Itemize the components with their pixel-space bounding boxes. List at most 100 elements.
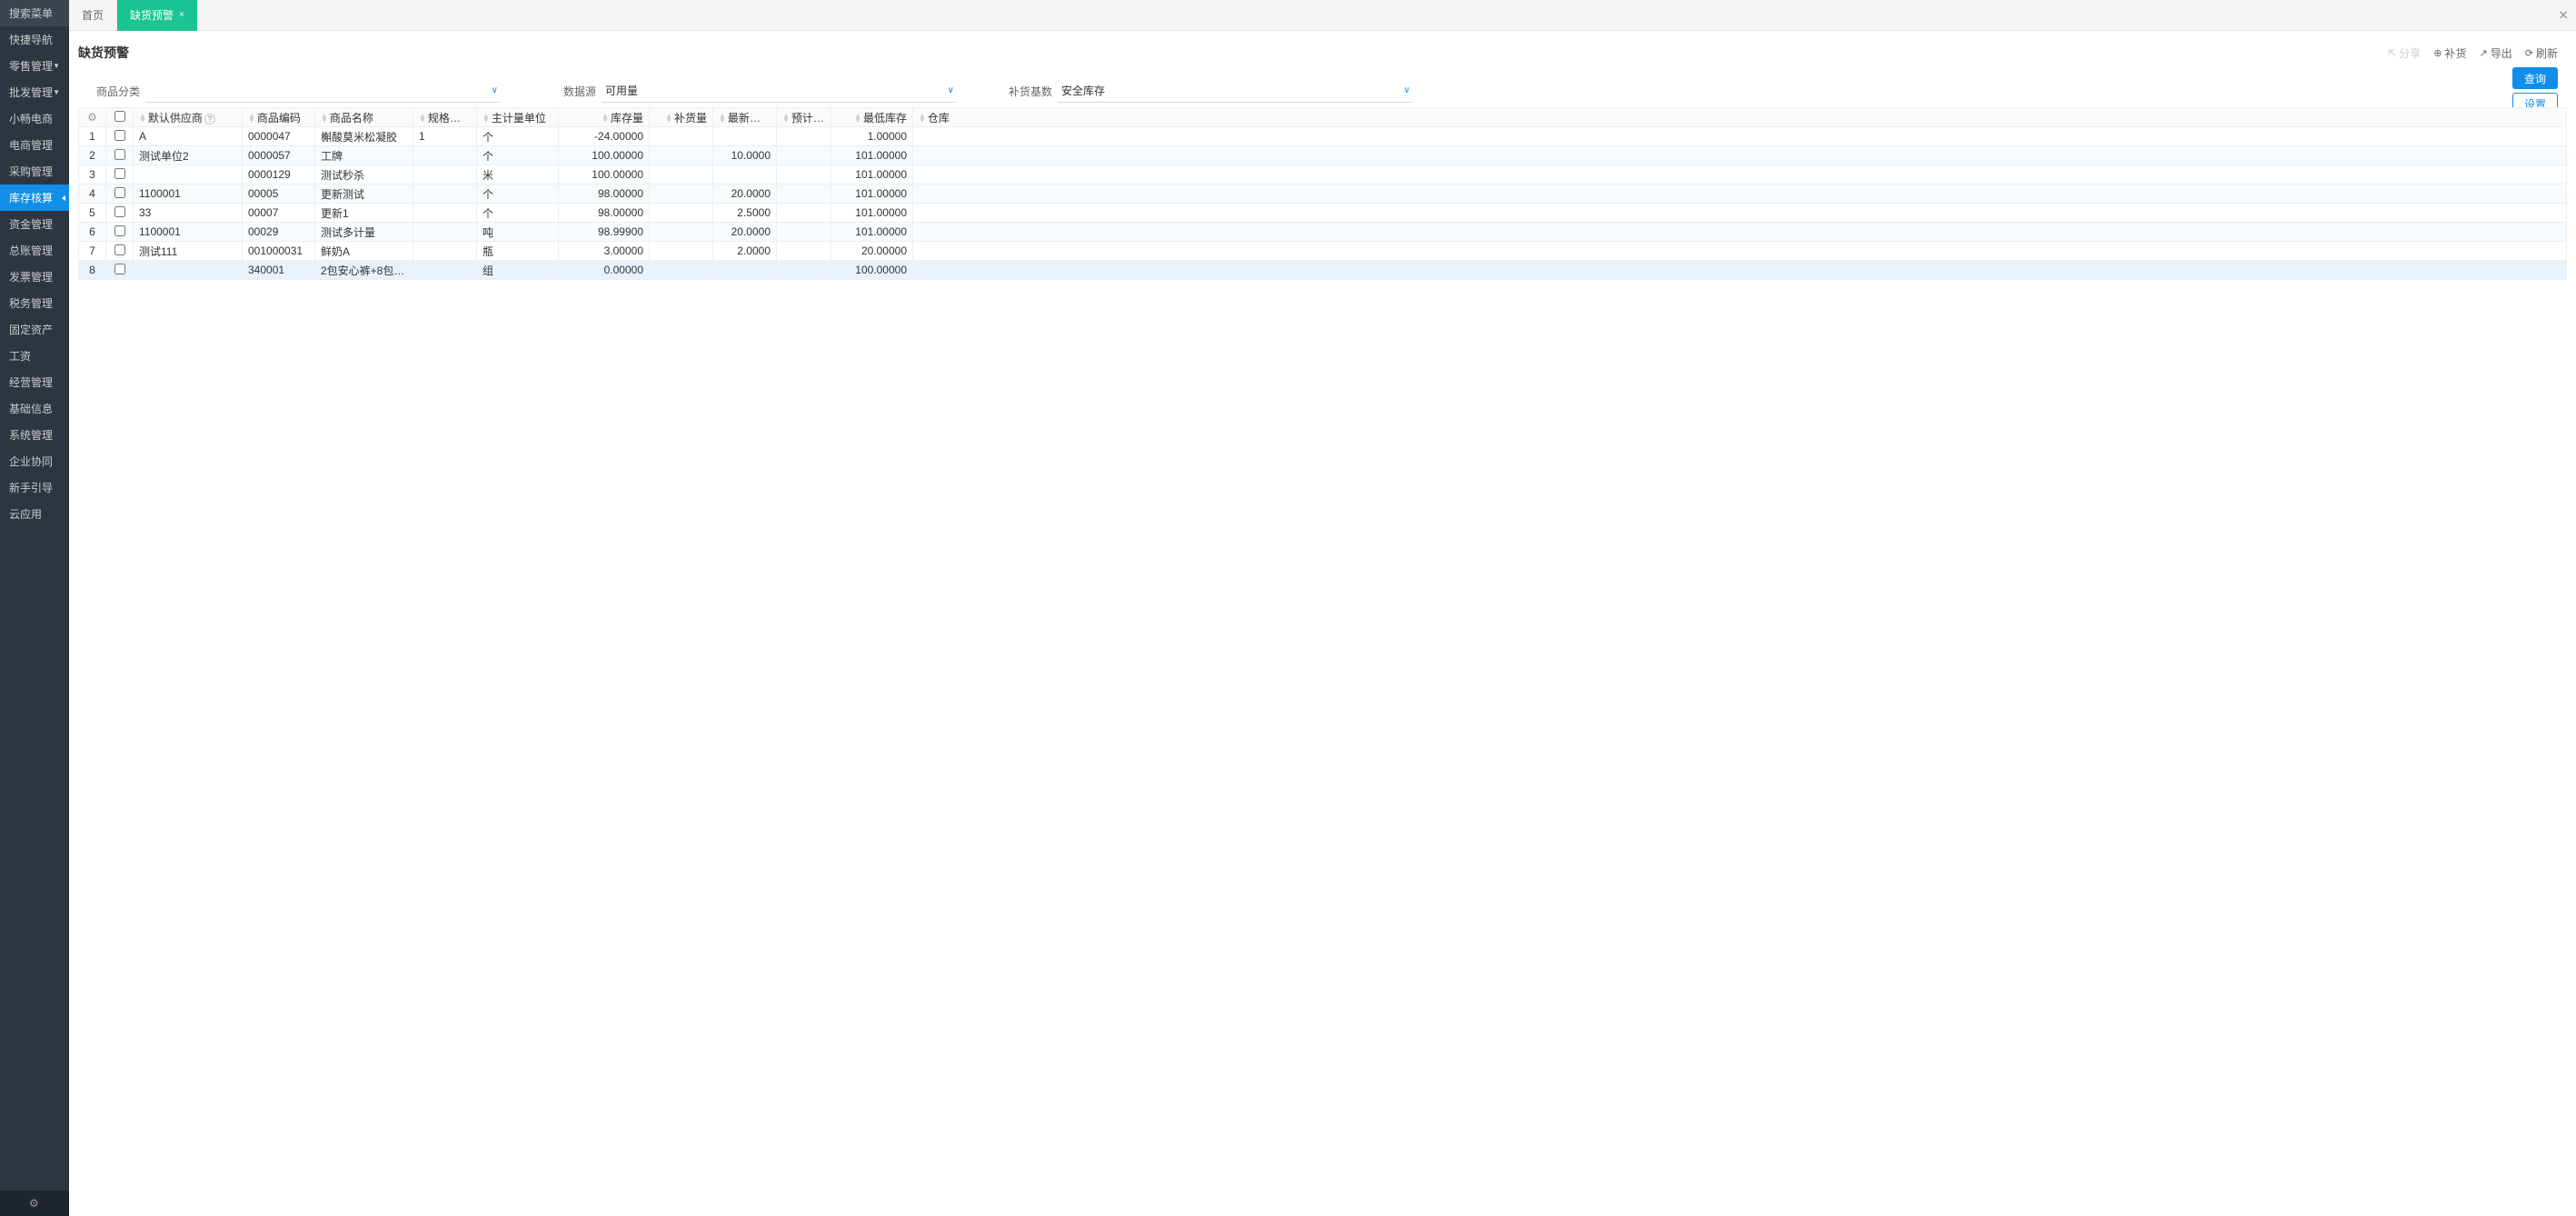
table-cell (777, 242, 831, 261)
table-cell (913, 146, 2567, 165)
table-cell (777, 261, 831, 280)
col-replen-header[interactable]: ▲▼补货量 (650, 108, 713, 127)
basis-filter-value: 安全库存 (1061, 83, 1105, 98)
chevron-down-icon: ∨ (1404, 85, 1410, 95)
table-row[interactable]: 2测试单位20000057工牌个100.0000010.0000101.0000… (79, 146, 2567, 165)
filter-bar: 商品分类 ∨ 数据源 可用量 ∨ 补货基数 安全库存 ∨ (69, 75, 2576, 107)
row-checkbox[interactable] (114, 244, 125, 255)
table-row[interactable]: 30000129测试秒杀米100.00000101.00000 (79, 165, 2567, 184)
table-cell: 101.00000 (831, 165, 913, 184)
table-cell: 1100001 (134, 223, 243, 242)
sidebar-item[interactable]: 总账管理 (0, 237, 69, 264)
tab[interactable]: 首页 (69, 0, 117, 31)
col-stock-header[interactable]: ▲▼库存量 (559, 108, 650, 127)
sidebar-item[interactable]: 零售管理▼ (0, 53, 69, 79)
sidebar-item[interactable]: 新手引导 (0, 474, 69, 501)
col-unit-header[interactable]: ▲▼主计量单位 (477, 108, 559, 127)
table-row[interactable]: 7测试111001000031鲜奶A瓶3.000002.000020.00000 (79, 242, 2567, 261)
table-row[interactable]: 6110000100029测试多计量吨98.9990020.0000101.00… (79, 223, 2567, 242)
table-cell: 2.0000 (713, 242, 777, 261)
help-icon[interactable]: ? (204, 114, 215, 125)
basis-filter-select[interactable]: 安全库存 ∨ (1058, 79, 1412, 103)
table-cell (777, 127, 831, 146)
sidebar-item[interactable]: 云应用 (0, 501, 69, 527)
sidebar-item[interactable]: 基础信息 (0, 395, 69, 422)
table-cell: 1.00000 (831, 127, 913, 146)
col-est-header[interactable]: ▲▼预计采购... (777, 108, 831, 127)
category-filter-select[interactable]: ∨ (145, 79, 500, 103)
sidebar-item[interactable]: 经营管理 (0, 369, 69, 395)
table-cell (413, 184, 477, 204)
col-price-header[interactable]: ▲▼最新进价 (713, 108, 777, 127)
export-button[interactable]: ↗ 导出 (2480, 45, 2512, 61)
sidebar-item[interactable]: 搜索菜单 (0, 0, 69, 26)
sidebar-item[interactable]: 小畅电商 (0, 105, 69, 132)
row-checkbox[interactable] (114, 264, 125, 274)
table-cell (413, 242, 477, 261)
table-row[interactable]: 1A0000047槲酸莫米松凝胶1个-24.000001.00000 (79, 127, 2567, 146)
sidebar-item[interactable]: 固定资产 (0, 316, 69, 343)
select-all-checkbox[interactable] (114, 111, 125, 122)
col-code-header[interactable]: ▲▼商品编码 (243, 108, 315, 127)
close-all-tabs-icon[interactable]: ✕ (2558, 7, 2569, 23)
col-spec-header[interactable]: ▲▼规格型号 (413, 108, 477, 127)
col-supplier-header[interactable]: ▲▼默认供应商? (134, 108, 243, 127)
table-cell (777, 146, 831, 165)
table-checkall-header[interactable] (106, 108, 134, 127)
sidebar-item-label: 搜索菜单 (9, 5, 53, 21)
share-button[interactable]: ⇱ 分享 (2388, 45, 2421, 61)
table-cell (713, 127, 777, 146)
sidebar-item[interactable]: 电商管理 (0, 132, 69, 158)
sidebar-item[interactable]: 资金管理 (0, 211, 69, 237)
export-label: 导出 (2491, 45, 2512, 61)
sidebar-item-label: 税务管理 (9, 295, 53, 311)
table-cell: 6 (79, 223, 106, 242)
table-cell (650, 261, 713, 280)
table-cell (913, 184, 2567, 204)
sidebar-item-label: 工资 (9, 348, 31, 364)
col-wh-header[interactable]: ▲▼仓库 (913, 108, 2567, 127)
table-row[interactable]: 83400012包安心裤+8包厨房湿巾组0.00000100.00000 (79, 261, 2567, 280)
table-cell: 个 (477, 184, 559, 204)
row-checkbox[interactable] (114, 168, 125, 179)
sidebar-item[interactable]: 税务管理 (0, 290, 69, 316)
table-cell (913, 261, 2567, 280)
row-checkbox[interactable] (114, 187, 125, 198)
col-min-header[interactable]: ▲▼最低库存 (831, 108, 913, 127)
table-cell (413, 261, 477, 280)
sidebar-item[interactable]: 采购管理 (0, 158, 69, 184)
row-checkbox[interactable] (114, 130, 125, 141)
sidebar-item-label: 总账管理 (9, 243, 53, 258)
sidebar-item[interactable]: 工资 (0, 343, 69, 369)
sidebar-item-label: 新手引导 (9, 480, 53, 495)
tab[interactable]: 缺货预警× (117, 0, 198, 31)
sidebar-item[interactable]: 批发管理▼ (0, 79, 69, 105)
table-cell: 更新测试 (315, 184, 413, 204)
table-cell (913, 223, 2567, 242)
table-cell: 测试单位2 (134, 146, 243, 165)
query-button[interactable]: 查询 (2512, 67, 2558, 89)
sidebar-item[interactable]: 发票管理 (0, 264, 69, 290)
sidebar-item[interactable]: 快捷导航 (0, 26, 69, 53)
sidebar-item[interactable]: 企业协同 (0, 448, 69, 474)
table-row[interactable]: 53300007更新1个98.000002.5000101.00000 (79, 204, 2567, 223)
close-icon[interactable]: × (179, 10, 184, 20)
source-filter-select[interactable]: 可用量 ∨ (602, 79, 956, 103)
sidebar-item-label: 经营管理 (9, 374, 53, 390)
replenish-button[interactable]: ⊕ 补货 (2433, 45, 2466, 61)
table-gear-header[interactable]: ⚙ (79, 108, 106, 127)
row-checkbox[interactable] (114, 206, 125, 217)
table-cell (913, 242, 2567, 261)
row-checkbox[interactable] (114, 225, 125, 236)
gear-icon[interactable]: ⚙ (29, 1197, 39, 1210)
table-cell: 20.0000 (713, 223, 777, 242)
table-cell: 0000047 (243, 127, 315, 146)
row-checkbox[interactable] (114, 149, 125, 160)
source-filter-label: 数据源 (534, 84, 596, 99)
refresh-button[interactable]: ⟳ 刷新 (2525, 45, 2558, 61)
sidebar-item[interactable]: 系统管理 (0, 422, 69, 448)
col-name-header[interactable]: ▲▼商品名称 (315, 108, 413, 127)
sidebar-item[interactable]: 库存核算 (0, 184, 69, 211)
table-row[interactable]: 4110000100005更新测试个98.0000020.0000101.000… (79, 184, 2567, 204)
tabs-bar: 首页缺货预警× ✕ (69, 0, 2576, 31)
